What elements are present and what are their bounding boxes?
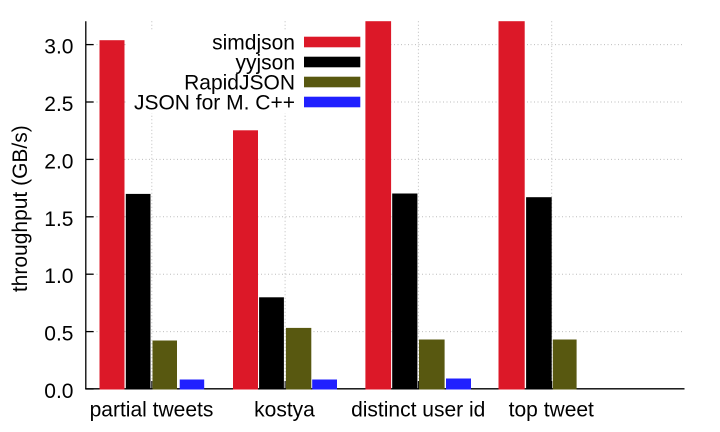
svg-text:0.5: 0.5 <box>44 323 73 346</box>
svg-text:simdjson: simdjson <box>212 31 295 54</box>
svg-text:kostya: kostya <box>254 399 315 422</box>
svg-text:top tweet: top tweet <box>509 399 594 422</box>
svg-text:0.0: 0.0 <box>44 380 73 403</box>
svg-text:3.0: 3.0 <box>44 36 73 59</box>
svg-text:RapidJSON: RapidJSON <box>184 71 295 94</box>
svg-text:2.0: 2.0 <box>44 150 73 173</box>
svg-text:yyjson: yyjson <box>235 51 295 74</box>
svg-text:1.5: 1.5 <box>44 208 73 231</box>
svg-text:JSON for M. C++: JSON for M. C++ <box>134 91 295 114</box>
svg-text:1.0: 1.0 <box>44 265 73 288</box>
svg-text:2.5: 2.5 <box>44 93 73 116</box>
svg-text:partial tweets: partial tweets <box>90 399 214 422</box>
svg-text:throughput (GB/s): throughput (GB/s) <box>9 125 32 292</box>
svg-text:distinct user id: distinct user id <box>351 399 485 422</box>
